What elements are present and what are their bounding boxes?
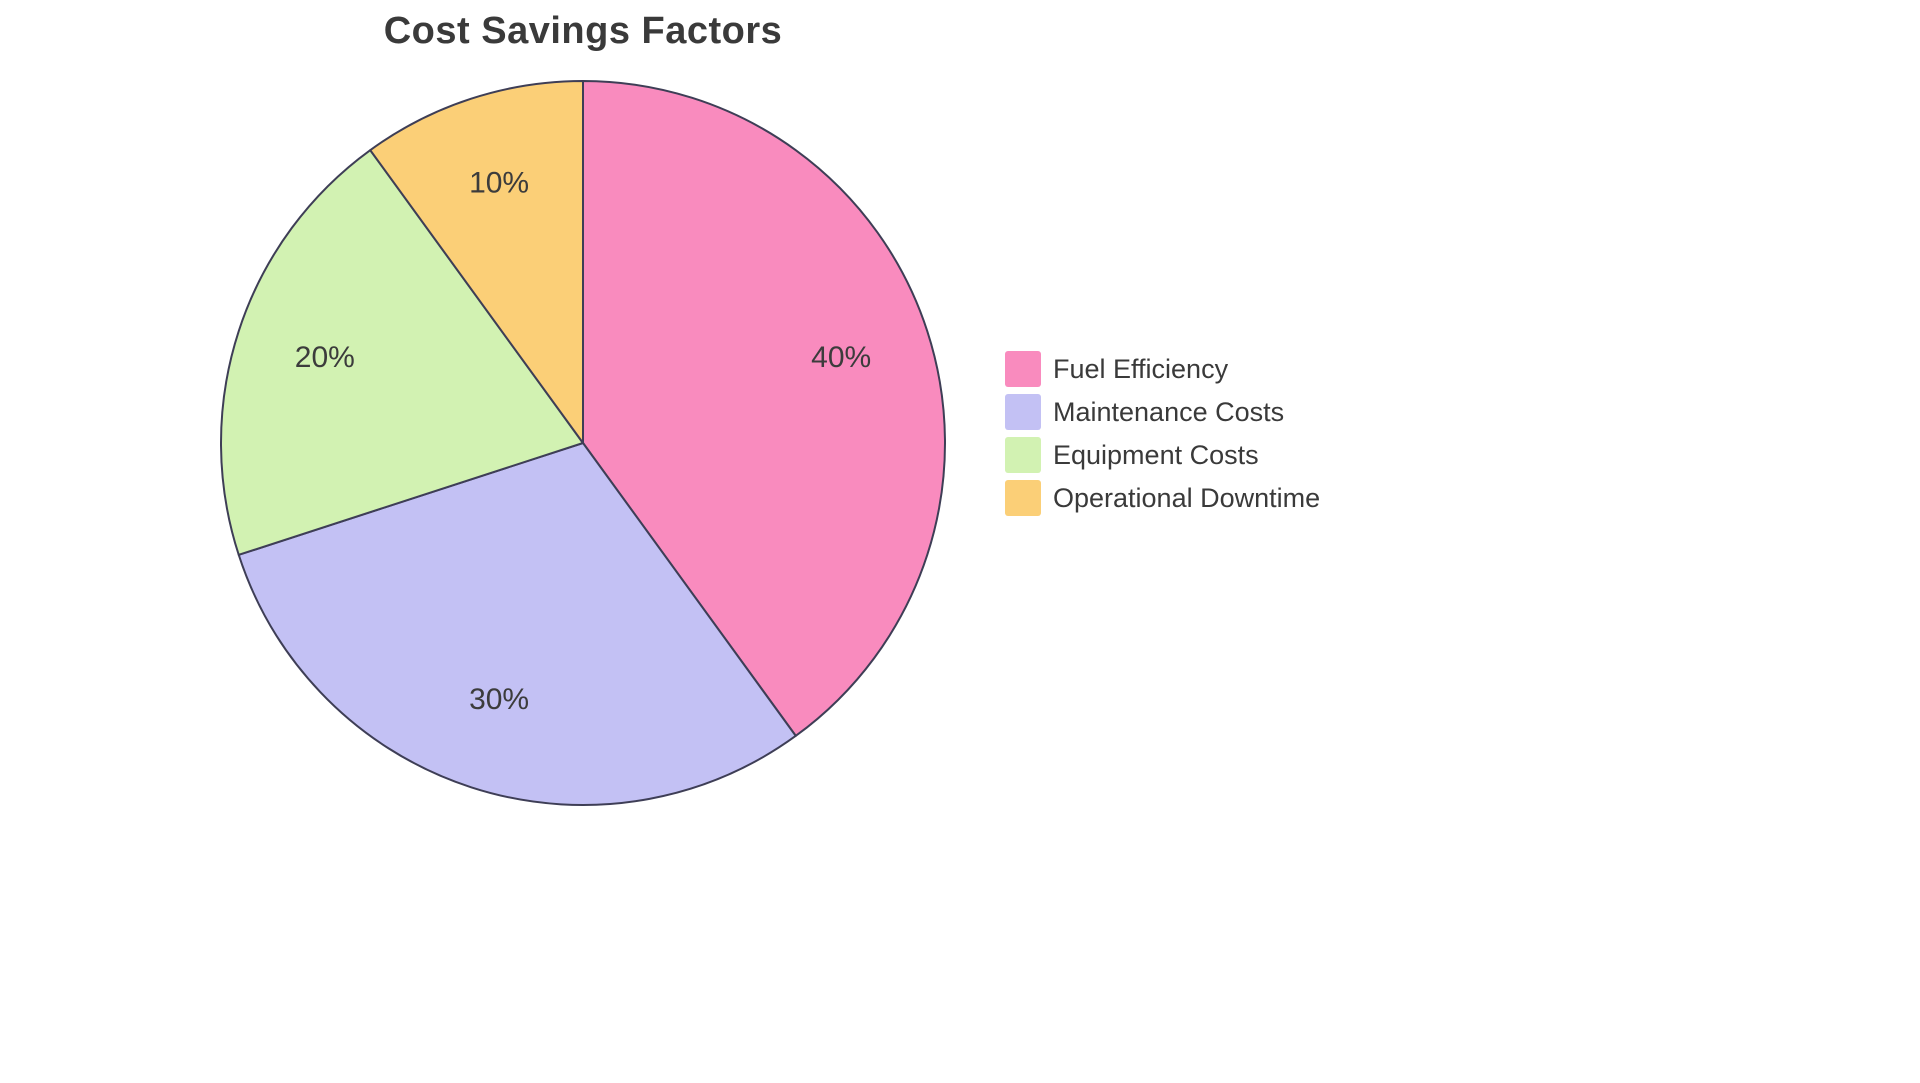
slice-label: 10% xyxy=(469,167,529,200)
legend-item: Maintenance Costs xyxy=(1005,394,1320,430)
legend-label: Fuel Efficiency xyxy=(1053,353,1229,384)
legend-label: Operational Downtime xyxy=(1053,482,1321,513)
legend-item: Fuel Efficiency xyxy=(1005,351,1320,387)
legend-swatch xyxy=(1005,351,1041,387)
chart-title: Cost Savings Factors xyxy=(383,10,783,52)
legend-label: Equipment Costs xyxy=(1053,439,1259,470)
legend: Fuel Efficiency Maintenance Costs Equipmen… xyxy=(1005,351,1320,516)
legend-item: Operational Downtime xyxy=(1005,480,1320,516)
pie-slice xyxy=(369,80,584,444)
legend-label: Maintenance Costs xyxy=(1053,396,1285,427)
legend-swatch xyxy=(1005,394,1041,430)
legend-swatch xyxy=(1005,437,1041,473)
legend-item: Equipment Costs xyxy=(1005,437,1320,473)
pie-slice xyxy=(237,442,797,806)
slice-label: 40% xyxy=(811,341,871,374)
legend-swatch xyxy=(1005,480,1041,516)
pie-slice xyxy=(220,149,584,556)
pie-slice xyxy=(582,80,946,737)
slice-label: 20% xyxy=(295,341,355,374)
slice-label: 30% xyxy=(469,683,529,716)
